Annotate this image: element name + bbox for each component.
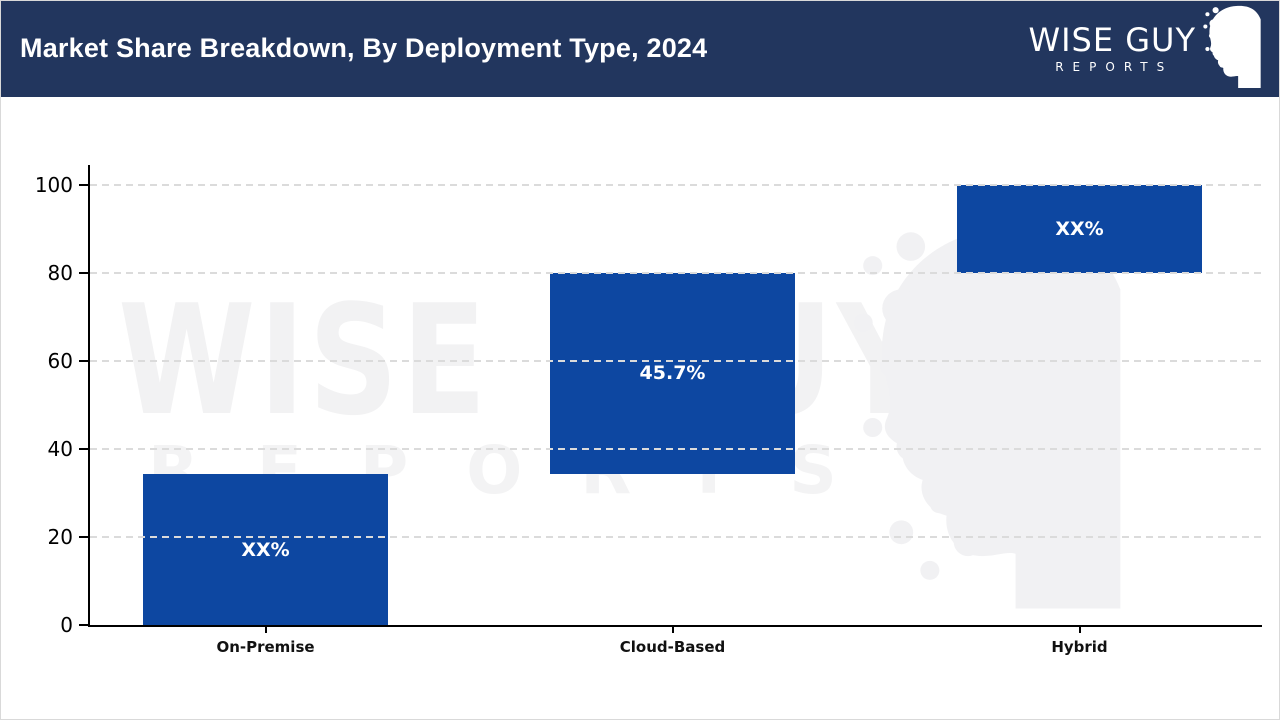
gridline-y-60 (90, 359, 1262, 362)
y-tick-label-0: 0 (60, 613, 73, 637)
x-tick-mark-hybrid (1078, 625, 1081, 633)
y-tick-mark-0 (79, 624, 88, 626)
x-tick-label-hybrid: Hybrid (1051, 638, 1108, 656)
x-tick-label-cloud-based: Cloud-Based (619, 638, 726, 656)
x-tick-mark-on-premise (264, 625, 267, 633)
bar-value-label: XX% (241, 538, 290, 561)
gridline-y-80 (90, 271, 1262, 274)
y-tick-label-40: 40 (47, 436, 73, 461)
y-tick-label-20: 20 (47, 524, 73, 549)
bar-value-label: 45.7% (639, 362, 706, 385)
y-tick-mark-20 (79, 535, 88, 538)
bar-hybrid: XX% (957, 184, 1202, 273)
logo-brand-subtitle: REPORTS (1055, 59, 1174, 74)
gridline-y-100 (90, 183, 1262, 186)
y-tick-mark-60 (79, 359, 88, 362)
logo-text: WISE GUY REPORTS (1028, 24, 1196, 74)
gridline-y-20 (90, 535, 1262, 538)
logo-brand-name: WISE GUY (1028, 20, 1196, 59)
bar-value-label: XX% (1055, 217, 1104, 240)
y-tick-label-100: 100 (34, 172, 73, 197)
x-tick-label-on-premise: On-Premise (216, 638, 315, 656)
x-tick-mark-cloud-based (671, 625, 674, 633)
y-tick-mark-100 (79, 183, 88, 186)
y-tick-mark-40 (79, 447, 88, 450)
y-tick-label-60: 60 (47, 348, 73, 373)
header-bar: Market Share Breakdown, By Deployment Ty… (0, 0, 1280, 97)
y-tick-label-80: 80 (47, 260, 73, 285)
dotted-face-logo-icon (1200, 4, 1264, 94)
y-tick-mark-80 (79, 271, 88, 274)
wise-guy-reports-logo: WISE GUY REPORTS (1028, 4, 1264, 94)
bar-on-premise: XX% (143, 474, 388, 625)
watermark-dotted-face-icon (822, 218, 1152, 622)
bar-cloud-based: 45.7% (550, 272, 795, 475)
gridline-y-40 (90, 447, 1262, 450)
page-title: Market Share Breakdown, By Deployment Ty… (20, 33, 708, 63)
plot-area: 0 20 40 60 80 100 XX% On-Premise 45.7% Cloud-Base… (35, 165, 1262, 656)
